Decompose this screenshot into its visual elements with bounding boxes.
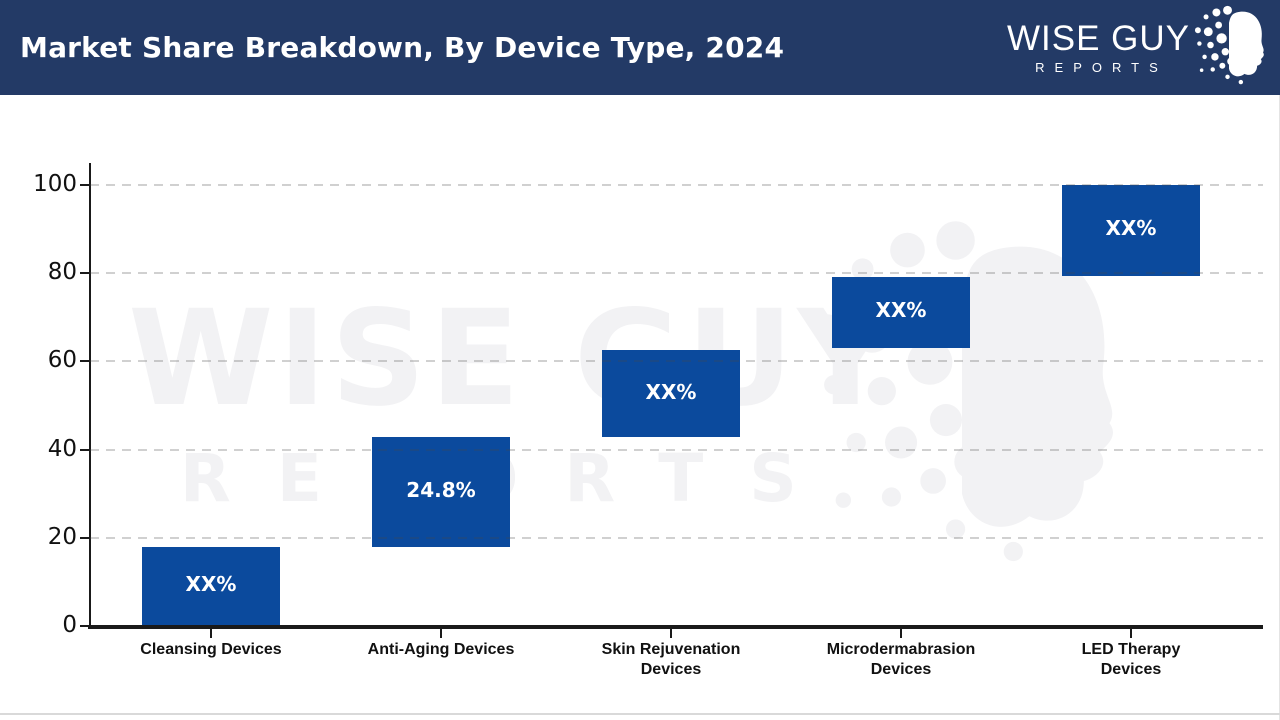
brand-face-icon xyxy=(1194,5,1264,84)
x-tick-mark xyxy=(670,629,672,638)
gridline xyxy=(90,536,1263,539)
y-tick-label: 80 xyxy=(47,259,77,286)
x-tick-mark xyxy=(1130,629,1132,638)
brand-logo-text: WISE GUY REPORTS xyxy=(1007,21,1190,74)
x-category-label: Cleansing Devices xyxy=(140,641,282,658)
brand-logo-subtitle: REPORTS xyxy=(1035,60,1168,75)
y-tick-label: 100 xyxy=(33,171,77,197)
y-tick-mark xyxy=(80,625,89,627)
x-tick-mark xyxy=(210,629,212,638)
watermark-subtitle: REPORTS xyxy=(180,440,843,517)
y-tick-mark xyxy=(80,184,89,186)
y-axis-line xyxy=(89,163,91,629)
page-title: Market Share Breakdown, By Device Type, … xyxy=(20,31,785,64)
bar-value-label: XX% xyxy=(185,572,237,597)
y-tick-mark xyxy=(80,536,89,539)
y-tick-mark xyxy=(80,360,89,363)
x-category-label: LED Therapy Devices xyxy=(1081,641,1181,678)
gridline xyxy=(90,272,1263,275)
bar-value-label: XX% xyxy=(875,298,927,323)
x-tick-mark xyxy=(900,629,902,638)
x-axis-line xyxy=(88,625,1263,629)
bar-segment xyxy=(1062,185,1200,276)
gridline xyxy=(90,184,1263,186)
x-category-label: Microdermabrasion Devices xyxy=(826,641,976,678)
bar-segment xyxy=(142,546,280,626)
header-band: Market Share Breakdown, By Device Type, … xyxy=(0,0,1280,95)
x-category-label: Anti-Aging Devices xyxy=(367,641,515,658)
gridline xyxy=(90,448,1263,451)
bar-segment xyxy=(602,350,740,438)
y-tick-label: 0 xyxy=(62,612,77,638)
bottom-divider xyxy=(0,713,1280,715)
bar-segment xyxy=(832,276,970,349)
bar-value-label: XX% xyxy=(1105,216,1157,241)
x-tick-mark xyxy=(440,629,442,638)
y-tick-label: 40 xyxy=(47,435,77,462)
bar-value-label: XX% xyxy=(645,379,697,404)
brand-logo: WISE GUY REPORTS xyxy=(1007,5,1266,91)
y-tick-label: 60 xyxy=(47,347,77,374)
y-tick-mark xyxy=(80,272,89,275)
y-tick-mark xyxy=(80,448,89,451)
bar-segment xyxy=(372,437,510,547)
bar-value-label: 24.8% xyxy=(406,477,476,502)
watermark-wordmark: WISE GUY xyxy=(128,282,898,436)
y-tick-label: 20 xyxy=(47,523,77,550)
brand-logo-wordmark: WISE GUY xyxy=(1006,19,1190,58)
gridline xyxy=(90,360,1263,363)
x-category-label: Skin Rejuvenation Devices xyxy=(601,641,741,678)
